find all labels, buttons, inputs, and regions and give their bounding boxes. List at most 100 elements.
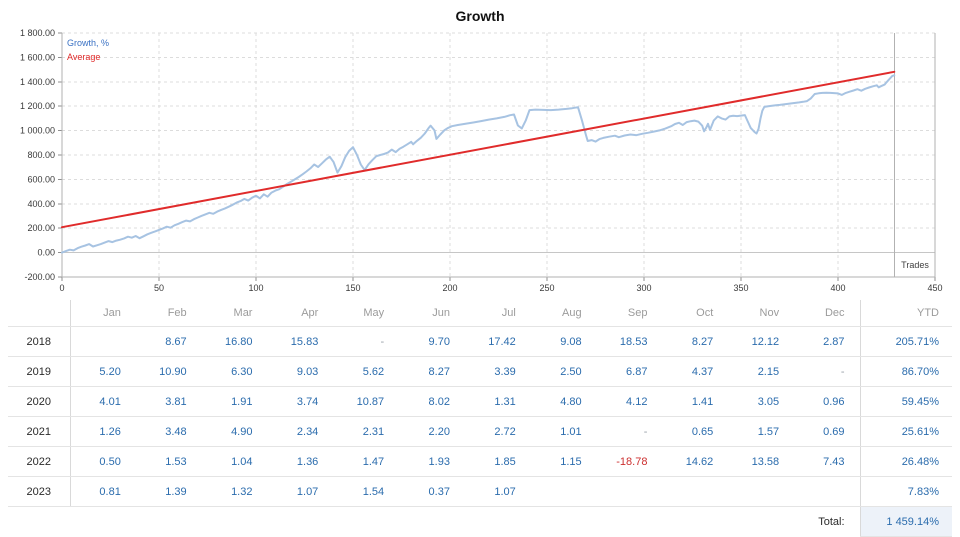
- return-cell: 0.65: [662, 416, 729, 447]
- svg-text:1 000.00: 1 000.00: [20, 126, 55, 136]
- return-cell: 2.31: [333, 416, 400, 447]
- return-cell: 9.03: [267, 356, 334, 387]
- return-cell: 6.30: [201, 356, 268, 387]
- return-cell: 17.42: [464, 326, 531, 357]
- return-cell: 16.80: [201, 326, 268, 357]
- return-cell: -: [596, 416, 663, 447]
- return-cell: 4.90: [201, 416, 268, 447]
- legend-growth-label: Growth, %: [67, 38, 110, 48]
- return-cell: 13.58: [728, 446, 795, 477]
- return-cell: 1.15: [530, 446, 597, 477]
- ytd-cell: 59.45%: [859, 386, 952, 417]
- return-cell: 2.20: [399, 416, 465, 447]
- return-cell: [794, 476, 860, 507]
- svg-text:1 400.00: 1 400.00: [20, 77, 55, 87]
- return-cell: [70, 326, 136, 357]
- month-column-header: Jul: [464, 300, 531, 327]
- return-cell: [728, 476, 795, 507]
- svg-text:200: 200: [442, 283, 457, 293]
- return-cell: [662, 476, 729, 507]
- return-cell: 3.74: [267, 386, 334, 417]
- return-cell: 4.01: [70, 386, 136, 417]
- return-cell: 1.54: [333, 476, 400, 507]
- return-cell: 1.31: [464, 386, 531, 417]
- svg-text:50: 50: [154, 283, 164, 293]
- return-cell: 8.02: [399, 386, 465, 417]
- year-label: 2023: [8, 476, 71, 507]
- return-cell: 0.37: [399, 476, 465, 507]
- return-cell: -: [333, 326, 400, 357]
- ytd-cell: 26.48%: [859, 446, 952, 477]
- svg-text:0: 0: [59, 283, 64, 293]
- svg-text:350: 350: [733, 283, 748, 293]
- year-label: 2019: [8, 356, 71, 387]
- month-column-header: Aug: [530, 300, 597, 327]
- table-header-row: Jan Feb Mar Apr May Jun Jul Aug Sep Oct Nov Dec YTD: [8, 300, 952, 327]
- return-cell: 15.83: [267, 326, 334, 357]
- return-cell: 0.50: [70, 446, 136, 477]
- return-cell: 3.05: [728, 386, 795, 417]
- year-row: 2023 0.81 1.39 1.32 1.07 1.54 0.37 1.07 7.83%: [8, 476, 952, 507]
- return-cell: 9.08: [530, 326, 597, 357]
- return-cell: 1.01: [530, 416, 597, 447]
- x-axis-unit-label: Trades: [901, 260, 929, 270]
- year-label: 2018: [8, 326, 71, 357]
- return-cell: 1.53: [135, 446, 202, 477]
- return-cell: 5.20: [70, 356, 136, 387]
- return-cell: 12.12: [728, 326, 795, 357]
- return-cell: 14.62: [662, 446, 729, 477]
- svg-text:1 200.00: 1 200.00: [20, 101, 55, 111]
- year-row: 2022 0.50 1.53 1.04 1.36 1.47 1.93 1.85 1.15 -18.…: [8, 446, 952, 477]
- svg-text:1 600.00: 1 600.00: [20, 52, 55, 62]
- return-cell: 8.27: [662, 326, 729, 357]
- return-cell: [596, 476, 663, 507]
- svg-text:600.00: 600.00: [27, 174, 55, 184]
- return-cell: 1.47: [333, 446, 400, 477]
- return-cell: 1.36: [267, 446, 334, 477]
- return-cell: 1.91: [201, 386, 268, 417]
- month-column-header: Mar: [201, 300, 268, 327]
- year-row: 2021 1.26 3.48 4.90 2.34 2.31 2.20 2.72 1.01-0.6…: [8, 416, 952, 447]
- legend-average-label: Average: [67, 52, 101, 62]
- month-column-header: Oct: [662, 300, 729, 327]
- year-label: 2022: [8, 446, 71, 477]
- return-cell: 1.93: [399, 446, 465, 477]
- year-row: 2018 8.67 16.80 15.83-9.70 17.42 9.08 18.53 8.2…: [8, 326, 952, 357]
- year-label: 2020: [8, 386, 71, 417]
- svg-text:1 800.00: 1 800.00: [20, 28, 55, 38]
- month-column-header: Jun: [399, 300, 465, 327]
- return-cell: 0.81: [70, 476, 136, 507]
- return-cell: 3.48: [135, 416, 202, 447]
- growth-chart: 1 800.00 1 600.00 1 400.00 1 200.00 1 000.00…: [20, 28, 943, 293]
- ytd-column-header: YTD: [859, 300, 952, 327]
- return-cell: 2.72: [464, 416, 531, 447]
- month-column-header: Apr: [267, 300, 334, 327]
- month-column-header: Nov: [728, 300, 795, 327]
- svg-text:400: 400: [830, 283, 845, 293]
- total-row: Total: 1 459.14%: [8, 506, 952, 537]
- return-cell: 10.90: [135, 356, 202, 387]
- return-cell: 2.15: [728, 356, 795, 387]
- ytd-cell: 86.70%: [859, 356, 952, 387]
- svg-text:400.00: 400.00: [27, 199, 55, 209]
- return-cell: [530, 476, 597, 507]
- ytd-cell: 25.61%: [859, 416, 952, 447]
- return-cell: 4.12: [596, 386, 663, 417]
- svg-text:450: 450: [927, 283, 942, 293]
- svg-text:0.00: 0.00: [37, 248, 55, 258]
- svg-text:800.00: 800.00: [27, 150, 55, 160]
- month-column-header: Dec: [794, 300, 860, 327]
- year-row: 2019 5.20 10.90 6.30 9.03 5.62 8.27 3.39 2.50 6.8…: [8, 356, 952, 387]
- return-cell: 1.32: [201, 476, 268, 507]
- year-row: 2020 4.01 3.81 1.91 3.74 10.87 8.02 1.31 4.80 4.1…: [8, 386, 952, 417]
- return-cell: 0.96: [794, 386, 860, 417]
- total-ytd-cell: 1 459.14%: [859, 506, 952, 537]
- return-cell: 1.26: [70, 416, 136, 447]
- return-cell: 2.50: [530, 356, 597, 387]
- return-cell: 0.69: [794, 416, 860, 447]
- return-cell: 4.37: [662, 356, 729, 387]
- svg-text:250: 250: [539, 283, 554, 293]
- return-cell: 10.87: [333, 386, 400, 417]
- month-column-header: Feb: [135, 300, 202, 327]
